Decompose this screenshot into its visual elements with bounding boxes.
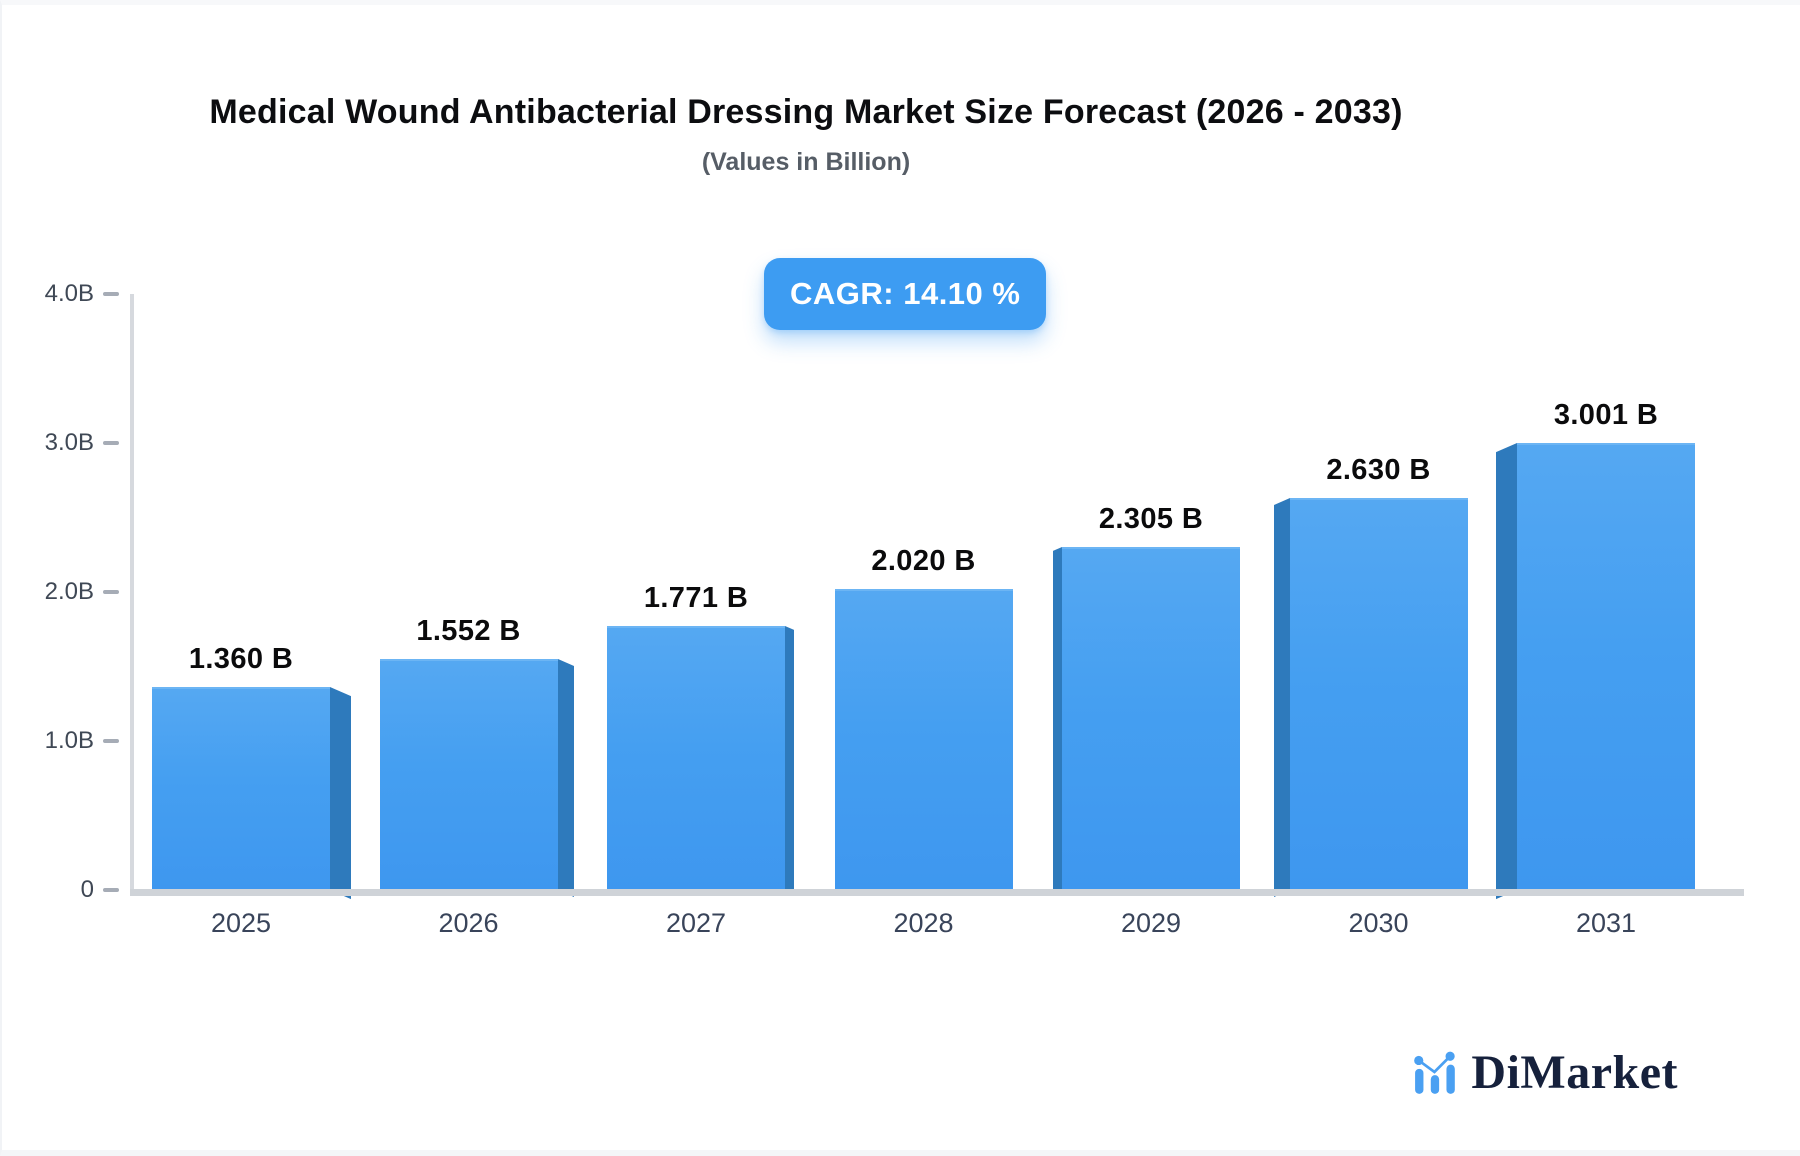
bar [607, 626, 785, 890]
bar-3d-side [1053, 546, 1062, 894]
brand-logo: DiMarket [1413, 1045, 1678, 1100]
bar [1062, 546, 1240, 890]
y-tick-label: 3.0B [44, 429, 94, 456]
bar [834, 589, 1013, 890]
bar-3d-side [1496, 442, 1517, 900]
x-axis-year-label: 2029 [1120, 908, 1182, 938]
bar-value-label: 1.360 B [188, 643, 294, 676]
chart-subtitle: (Values in Billion) [701, 148, 911, 176]
bar-3d-side [1273, 498, 1290, 897]
y-tick-mark [103, 590, 119, 594]
bar [1289, 498, 1468, 890]
bar-value-label: 3.001 B [1553, 398, 1659, 431]
y-tick-label: 1.0B [44, 727, 94, 754]
x-axis-year-label: 2026 [438, 908, 499, 938]
y-tick-mark [103, 441, 119, 445]
y-tick-mark [103, 292, 119, 296]
chart-title: Medical Wound Antibacterial Dressing Mar… [209, 93, 1403, 131]
cagr-badge: CAGR: 14.10 % [764, 258, 1047, 330]
bar-value-label: 2.020 B [871, 545, 976, 578]
bar [1517, 442, 1695, 890]
bar-3d-side [330, 687, 351, 900]
bar-value-label: 2.305 B [1098, 502, 1204, 535]
bar [152, 687, 330, 890]
bar-value-label: 2.630 B [1326, 454, 1431, 487]
chart-header: Medical Wound Antibacterial Dressing Mar… [2, 93, 1610, 177]
bar-value-label: 1.552 B [416, 614, 521, 647]
y-tick-label: 4.0B [44, 280, 94, 307]
y-tick-mark [103, 888, 119, 892]
y-axis-line [130, 294, 134, 894]
y-tick-label: 2.0B [44, 578, 94, 605]
x-axis-baseline [130, 889, 1744, 896]
x-axis-year-label: 2031 [1575, 908, 1637, 938]
bar [379, 658, 558, 890]
brand-name: DiMarket [1471, 1046, 1678, 1099]
x-axis-year-label: 2027 [665, 908, 727, 938]
x-axis-year-label: 2030 [1348, 908, 1409, 938]
x-axis-year-label: 2028 [893, 908, 954, 938]
bar-3d-side [557, 658, 574, 897]
bar-chart-plot: 4.0B 3.0B 2.0B 1.0B 0 1.360 B 2025 1.552 B 2026 1… [2, 5, 1800, 1150]
bar-chart-logo-icon [1413, 1050, 1459, 1096]
y-tick-mark [103, 739, 119, 743]
bar-3d-side [785, 626, 794, 894]
bar-value-label: 1.771 B [643, 582, 749, 615]
y-tick-label: 0 [80, 876, 94, 903]
x-axis-year-label: 2025 [210, 908, 272, 938]
